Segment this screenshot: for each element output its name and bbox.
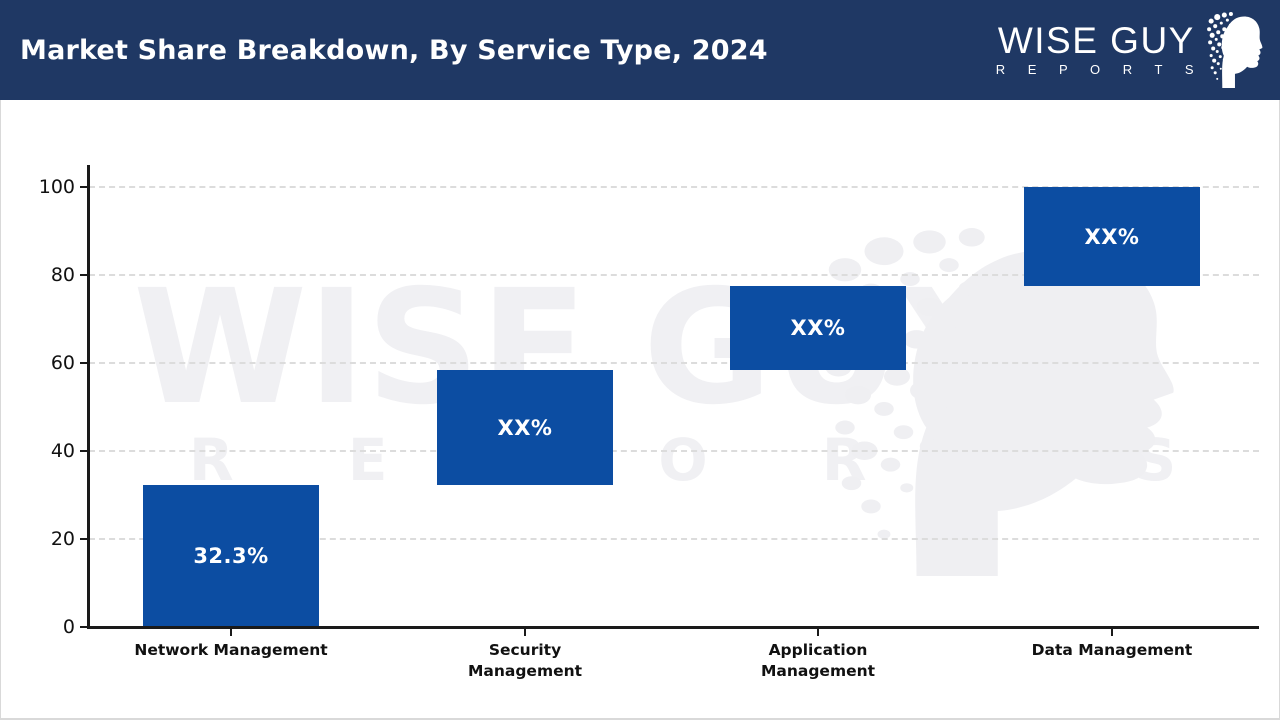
bar-security-management: XX% (437, 370, 613, 485)
wiseguy-logo-name: WISE GUY (997, 20, 1195, 61)
y-axis-line (87, 165, 90, 628)
y-tick-mark-80 (80, 274, 88, 276)
y-tick-mark-100 (80, 186, 88, 188)
y-tick-mark-40 (80, 450, 88, 452)
bar-value-label-data-management: XX% (1084, 224, 1140, 249)
y-tick-label-0: 0 (62, 616, 75, 638)
x-tick-label-security-management: Security Management (467, 641, 583, 680)
gridline-40 (89, 450, 1259, 452)
chart-canvas: WISE GUY R E P O R T S 0 20 40 60 80 100 32.3%… (0, 100, 1280, 720)
bar-value-label-network-management: 32.3% (193, 543, 269, 568)
wiseguy-logo: WISE GUY R E P O R T S (996, 6, 1268, 94)
y-tick-label-80: 80 (50, 264, 75, 286)
y-tick-label-20: 20 (50, 528, 75, 550)
x-tick-mark-security-management (524, 627, 526, 636)
x-axis-line (87, 626, 1259, 629)
bar-application-management: XX% (730, 286, 906, 371)
gridline-20 (89, 538, 1259, 540)
x-tick-label-network-management: Network Management (134, 641, 328, 659)
plot-area: WISE GUY R E P O R T S 0 20 40 60 80 100 32.3%… (1, 100, 1279, 718)
gridline-80 (89, 274, 1259, 276)
x-tick-mark-network-management (230, 627, 232, 636)
bar-data-management: XX% (1024, 187, 1200, 286)
wiseguy-logo-subtitle: R E P O R T S (995, 62, 1203, 77)
bar-value-label-security-management: XX% (497, 415, 553, 440)
bar-value-label-application-management: XX% (790, 316, 846, 341)
header: Market Share Breakdown, By Service Type,… (0, 0, 1280, 100)
y-tick-mark-60 (80, 362, 88, 364)
y-tick-label-100: 100 (38, 176, 75, 198)
gridline-100 (89, 186, 1259, 188)
bar-network-management: 32.3% (143, 484, 319, 627)
gridline-60 (89, 362, 1259, 364)
chart-title: Market Share Breakdown, By Service Type,… (20, 34, 768, 66)
y-tick-label-40: 40 (50, 440, 75, 462)
x-tick-label-application-management: Application Management (760, 641, 876, 680)
y-tick-label-60: 60 (50, 352, 75, 374)
wiseguy-logo-text: WISE GUY R E P O R T S (990, 22, 1203, 78)
x-tick-mark-application-management (817, 627, 819, 636)
y-tick-mark-20 (80, 538, 88, 540)
wiseguy-face-icon (1207, 12, 1263, 88)
y-tick-mark-0 (80, 626, 88, 628)
x-tick-label-data-management: Data Management (1031, 641, 1193, 659)
x-tick-mark-data-management (1111, 627, 1113, 636)
